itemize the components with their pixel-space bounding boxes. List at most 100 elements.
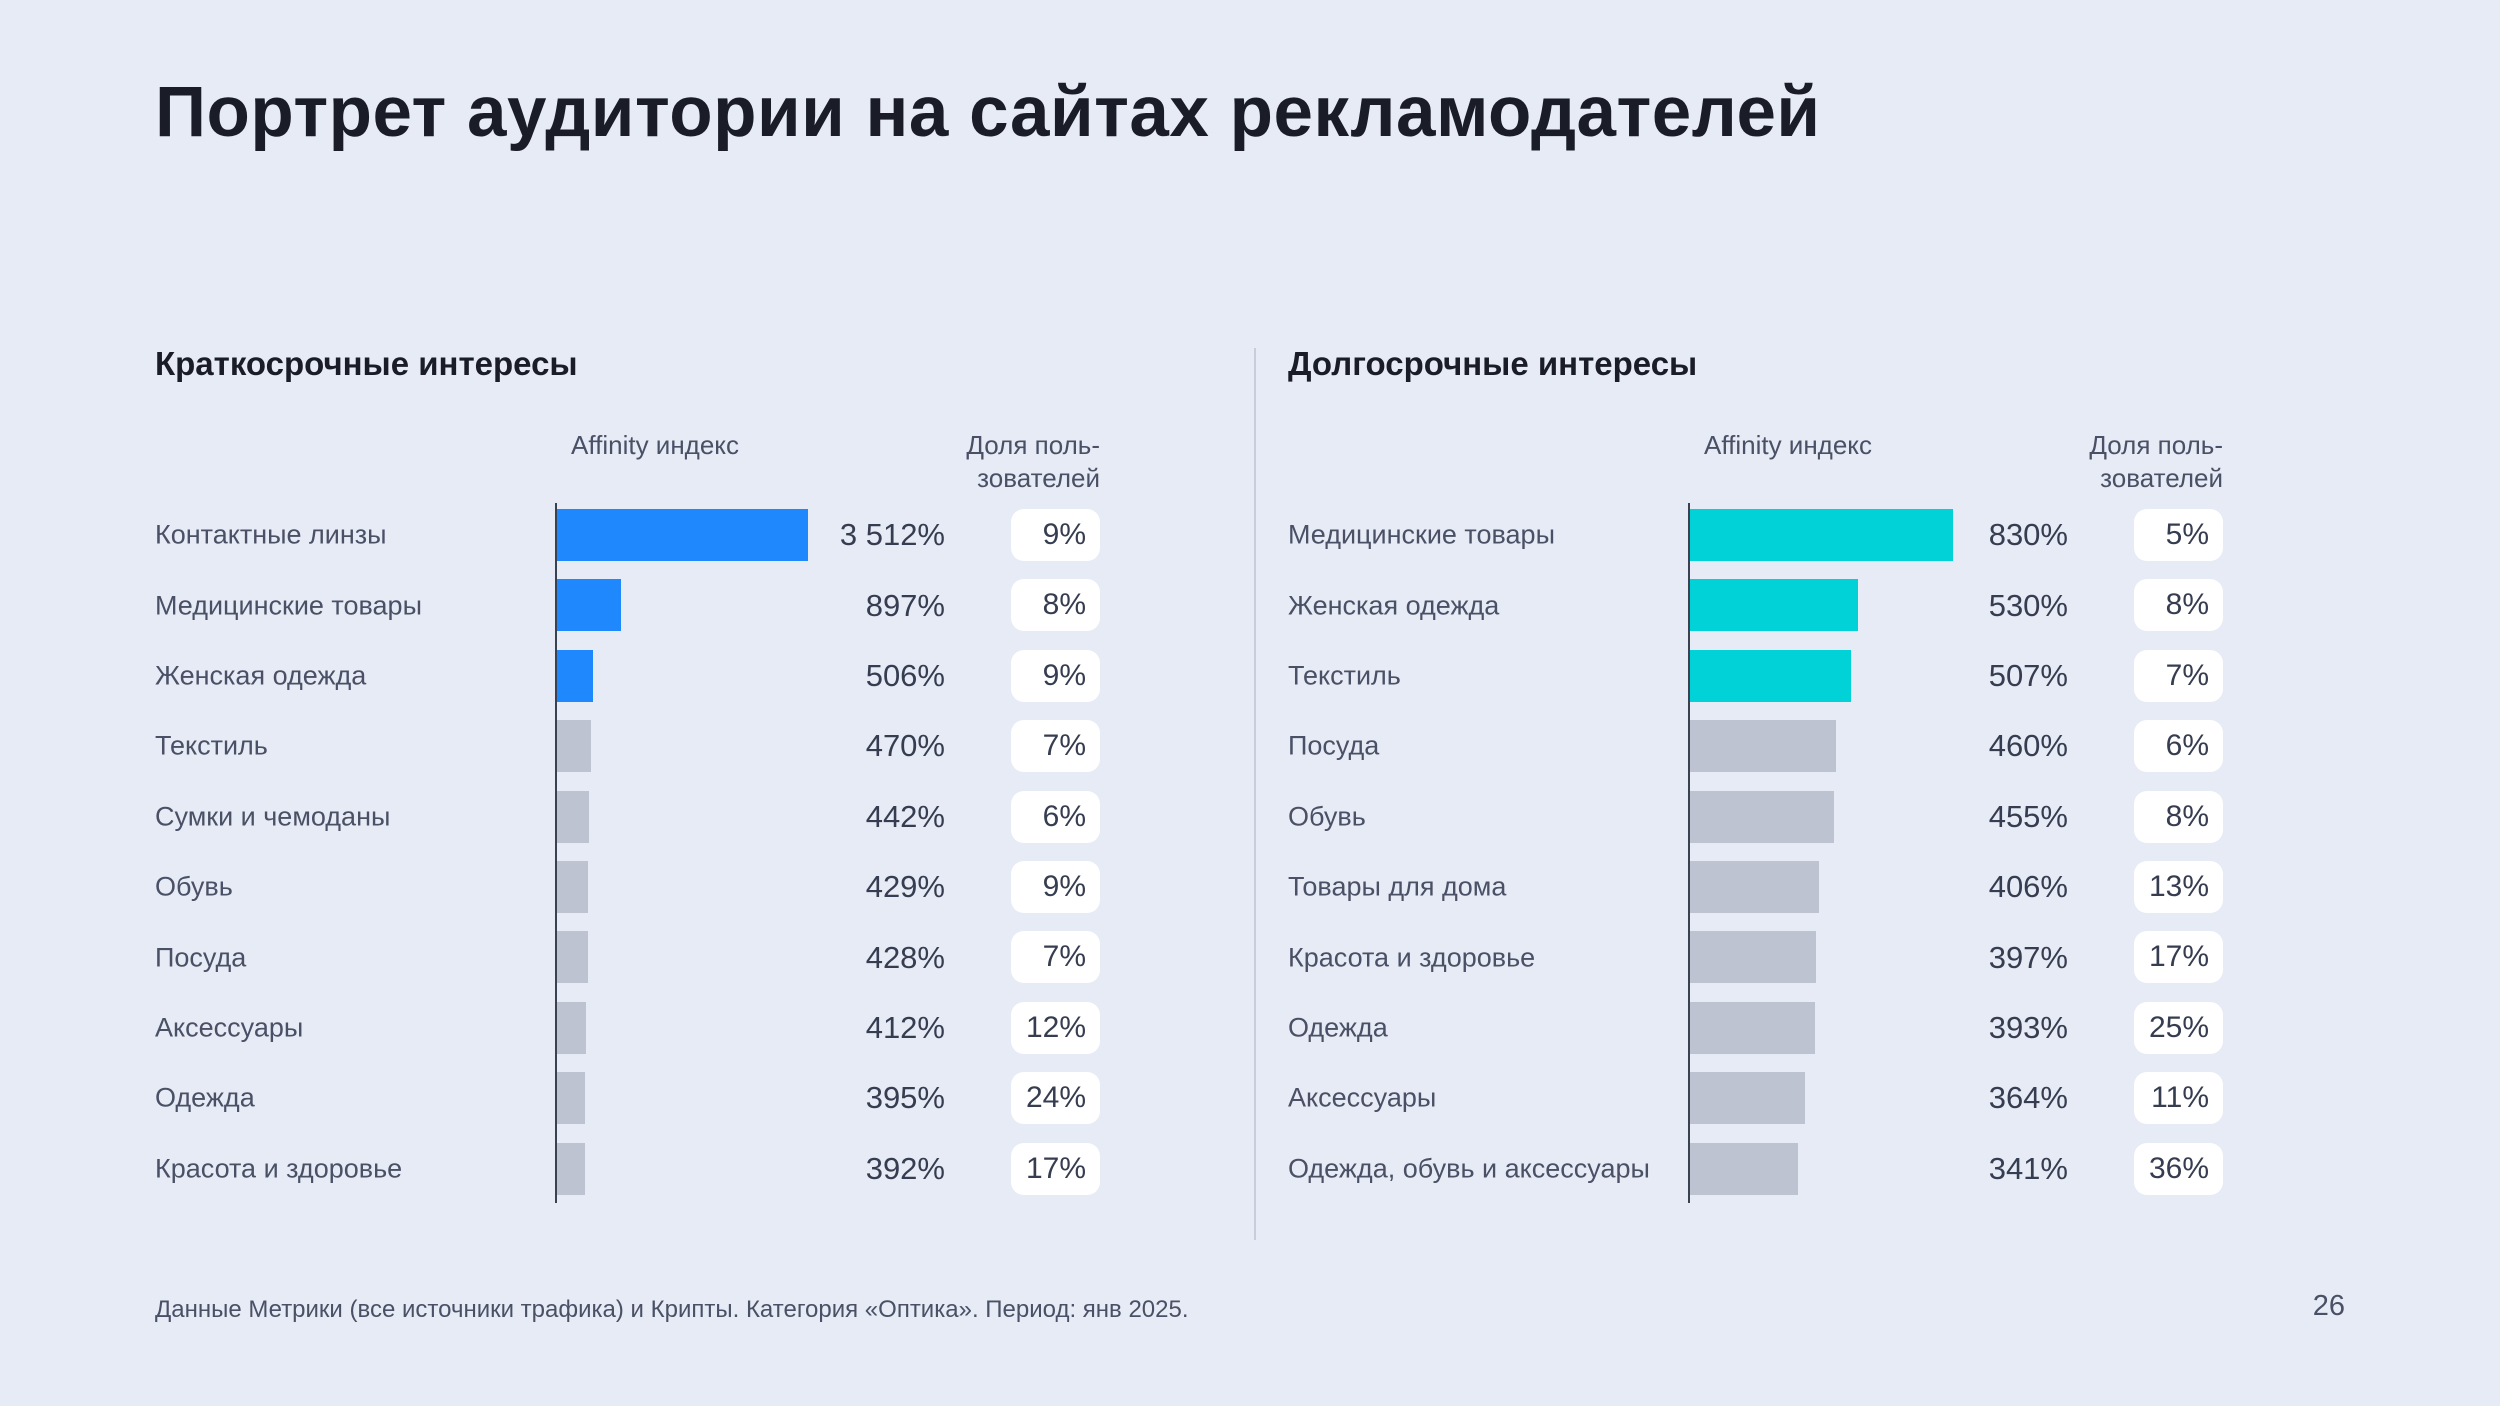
affinity-value: 412% [865, 1009, 945, 1045]
affinity-value: 395% [865, 1080, 945, 1116]
row-category-label: Текстиль [1288, 660, 1401, 691]
share-badge: 9% [1011, 509, 1100, 561]
affinity-bar [557, 860, 588, 913]
share-header-line2: зователей [2100, 463, 2223, 493]
share-badge: 8% [2134, 790, 2223, 843]
chart-row: Красота и здоровье 392% 17% [155, 1134, 1100, 1204]
share-badge: 7% [1011, 931, 1100, 984]
row-category-label: Медицинские товары [1288, 519, 1555, 550]
row-category-label: Товары для дома [1288, 871, 1507, 902]
chart-row: Товары для дома 406% 13% [1288, 852, 2223, 922]
affinity-value: 429% [865, 869, 945, 905]
affinity-bar [1690, 931, 1816, 984]
affinity-value: 428% [865, 939, 945, 975]
user-share-column-header: Доля поль-зователей [2089, 429, 2223, 495]
chart-row: Посуда 460% 6% [1288, 711, 2223, 781]
panel-divider [1254, 348, 1256, 1240]
share-badge: 17% [1011, 1142, 1100, 1195]
affinity-bar [1690, 860, 1819, 913]
share-header-line2: зователей [977, 463, 1100, 493]
row-category-label: Одежда [155, 1082, 255, 1113]
affinity-value: 470% [865, 728, 945, 764]
affinity-bar [1690, 509, 1953, 561]
chart-rows: Контактные линзы 3 512% 9% Медицинские това… [155, 500, 1100, 1204]
panel-title-long-term: Долгосрочные интересы [1288, 345, 1698, 382]
chart-row: Одежда, обувь и аксессуары 341% 36% [1288, 1134, 2223, 1204]
affinity-bar [1690, 1001, 1815, 1054]
share-badge: 11% [2134, 1072, 2223, 1125]
share-badge: 25% [2134, 1001, 2223, 1054]
chart-row: Одежда 393% 25% [1288, 993, 2223, 1063]
affinity-value: 507% [1988, 657, 2068, 693]
affinity-bar [1690, 579, 1858, 632]
chart-row: Обувь 429% 9% [155, 852, 1100, 922]
row-category-label: Текстиль [155, 730, 268, 761]
share-header-line1: Доля поль- [966, 430, 1100, 460]
affinity-value: 3 512% [839, 517, 945, 553]
affinity-index-column-header: Affinity индекс [571, 430, 739, 460]
row-category-label: Женская одежда [155, 660, 367, 691]
share-badge: 17% [2134, 931, 2223, 984]
affinity-bar [557, 790, 589, 843]
affinity-bar [557, 1142, 585, 1195]
row-category-label: Женская одежда [1288, 590, 1500, 621]
affinity-bar [1690, 649, 1851, 702]
chart-row: Обувь 455% 8% [1288, 782, 2223, 852]
row-category-label: Аксессуары [155, 1012, 304, 1043]
row-category-label: Обувь [1288, 801, 1366, 832]
share-badge: 8% [1011, 579, 1100, 632]
affinity-bar [557, 931, 588, 984]
chart-row: Медицинские товары 830% 5% [1288, 500, 2223, 570]
affinity-bar [557, 1001, 586, 1054]
chart-row: Одежда 395% 24% [155, 1063, 1100, 1133]
affinity-value: 397% [1988, 939, 2068, 975]
share-badge: 8% [2134, 579, 2223, 632]
affinity-bar [557, 509, 808, 561]
share-badge: 7% [2134, 649, 2223, 702]
chart-row: Посуда 428% 7% [155, 922, 1100, 992]
affinity-bar [557, 720, 591, 773]
affinity-value: 392% [865, 1150, 945, 1186]
affinity-bar [1690, 790, 1834, 843]
page-number: 26 [2312, 1290, 2345, 1322]
affinity-value: 364% [1988, 1080, 2068, 1116]
chart-row: Женская одежда 506% 9% [155, 641, 1100, 711]
row-category-label: Контактные линзы [155, 519, 387, 550]
row-category-label: Сумки и чемоданы [155, 801, 391, 832]
share-badge: 13% [2134, 860, 2223, 913]
panel-title-short-term: Краткосрочные интересы [155, 345, 578, 382]
affinity-bar [1690, 720, 1836, 773]
long-term-interests-panel: Долгосрочные интересы Affinity индекс До… [1288, 345, 2223, 1235]
row-category-label: Посуда [155, 942, 247, 973]
affinity-value: 393% [1988, 1009, 2068, 1045]
row-category-label: Одежда, обувь и аксессуары [1288, 1153, 1650, 1184]
user-share-column-header: Доля поль-зователей [966, 429, 1100, 495]
row-category-label: Медицинские товары [155, 590, 422, 621]
affinity-bar [1690, 1142, 1798, 1195]
share-badge: 24% [1011, 1072, 1100, 1125]
affinity-value: 341% [1988, 1150, 2068, 1186]
chart-row: Текстиль 507% 7% [1288, 641, 2223, 711]
chart-row: Аксессуары 364% 11% [1288, 1063, 2223, 1133]
slide-title: Портрет аудитории на сайтах рекламодател… [155, 73, 1821, 152]
footnote: Данные Метрики (все источники трафика) и… [155, 1296, 1189, 1323]
chart-row: Красота и здоровье 397% 17% [1288, 922, 2223, 992]
row-category-label: Красота и здоровье [1288, 942, 1536, 973]
share-badge: 6% [1011, 790, 1100, 843]
affinity-value: 442% [865, 798, 945, 834]
column-headers: Affinity индекс Доля поль-зователей [1288, 429, 2223, 497]
share-badge: 9% [1011, 649, 1100, 702]
row-category-label: Посуда [1288, 730, 1380, 761]
affinity-value: 530% [1988, 587, 2068, 623]
share-header-line1: Доля поль- [2089, 430, 2223, 460]
affinity-bar [557, 649, 593, 702]
axis-line [1688, 503, 1690, 1203]
share-badge: 7% [1011, 720, 1100, 773]
chart-row: Женская одежда 530% 8% [1288, 570, 2223, 640]
row-category-label: Обувь [155, 871, 233, 902]
affinity-value: 506% [865, 657, 945, 693]
share-badge: 5% [2134, 509, 2223, 561]
affinity-value: 406% [1988, 869, 2068, 905]
short-term-interests-panel: Краткосрочные интересы Affinity индекс Д… [155, 345, 1100, 1235]
axis-line [555, 503, 557, 1203]
